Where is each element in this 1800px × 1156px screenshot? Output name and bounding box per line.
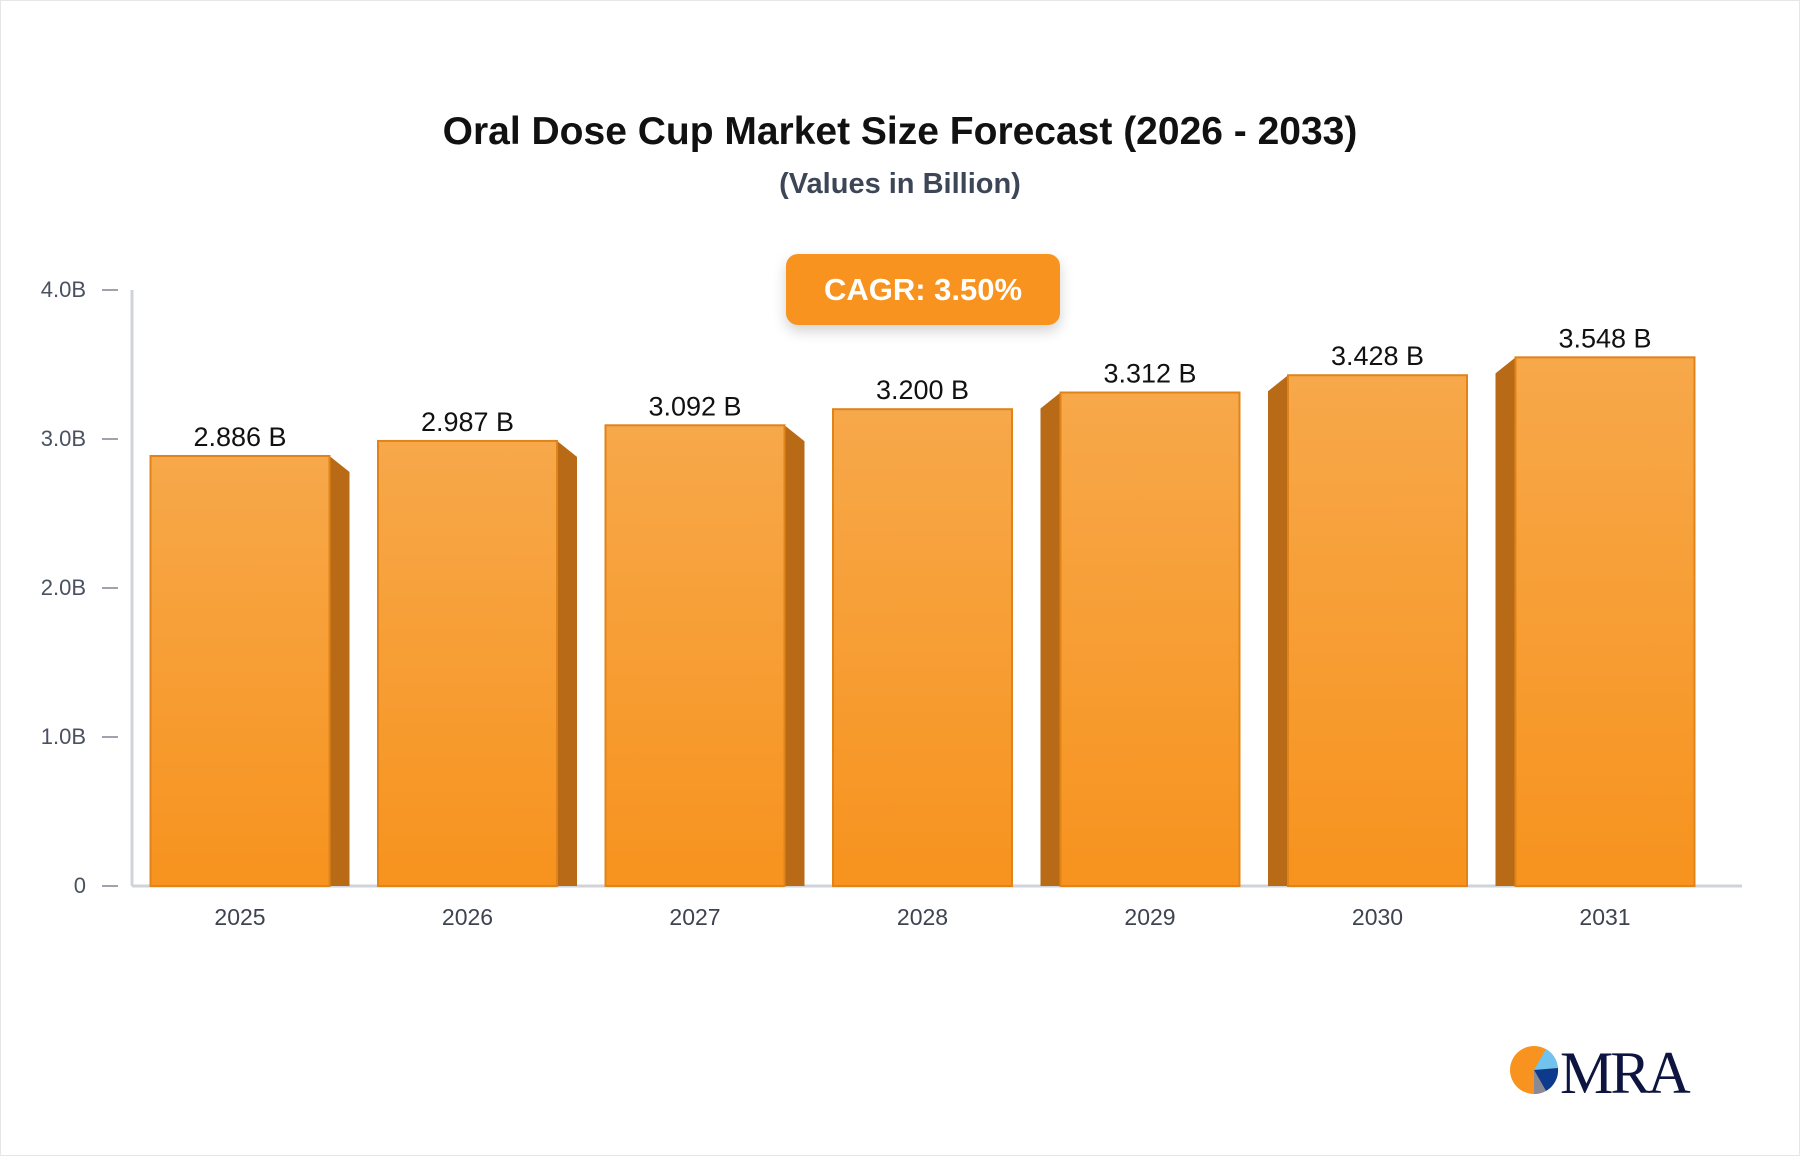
- logo-text: MRA: [1560, 1040, 1690, 1102]
- bar-side: [557, 440, 577, 886]
- bar-side: [329, 455, 350, 886]
- mra-logo-icon: MRA: [1510, 1040, 1693, 1102]
- bar: [1514, 356, 1696, 887]
- bar-side: [784, 425, 805, 886]
- data-label: 2.886 B: [193, 422, 286, 452]
- bar: [1287, 374, 1468, 887]
- x-tick-label: 2029: [1124, 904, 1175, 930]
- bar-side: [1040, 392, 1061, 886]
- x-tick-label: 2030: [1352, 904, 1403, 930]
- bar: [1059, 391, 1241, 887]
- y-tick-label: 2.0B: [41, 575, 86, 600]
- y-tick-label: 0: [74, 873, 86, 898]
- data-label: 3.428 B: [1331, 341, 1424, 371]
- data-label: 2.987 B: [421, 407, 514, 437]
- bar: [604, 424, 786, 887]
- bar: [149, 454, 331, 887]
- data-label: 3.548 B: [1558, 323, 1651, 353]
- x-tick-label: 2031: [1579, 904, 1630, 930]
- data-label: 3.200 B: [876, 375, 969, 405]
- x-tick-label: 2026: [442, 904, 493, 930]
- x-tick-label: 2025: [214, 904, 265, 930]
- cagr-badge: CAGR: 3.50%: [786, 254, 1060, 325]
- y-tick-label: 4.0B: [41, 277, 86, 302]
- bar-side: [1268, 375, 1288, 886]
- bar: [832, 408, 1013, 887]
- data-label: 3.092 B: [648, 391, 741, 421]
- y-tick-label: 1.0B: [41, 724, 86, 749]
- chart-subtitle: (Values in Billion): [779, 168, 1021, 200]
- x-tick-label: 2028: [897, 904, 948, 930]
- chart-title: Oral Dose Cup Market Size Forecast (2026…: [442, 110, 1358, 153]
- bar-side: [1495, 357, 1516, 886]
- mra-logo: MRA: [1504, 1040, 1704, 1102]
- data-label: 3.312 B: [1103, 359, 1196, 389]
- bar: [377, 439, 558, 887]
- y-tick-label: 3.0B: [41, 426, 86, 451]
- x-tick-label: 2027: [669, 904, 720, 930]
